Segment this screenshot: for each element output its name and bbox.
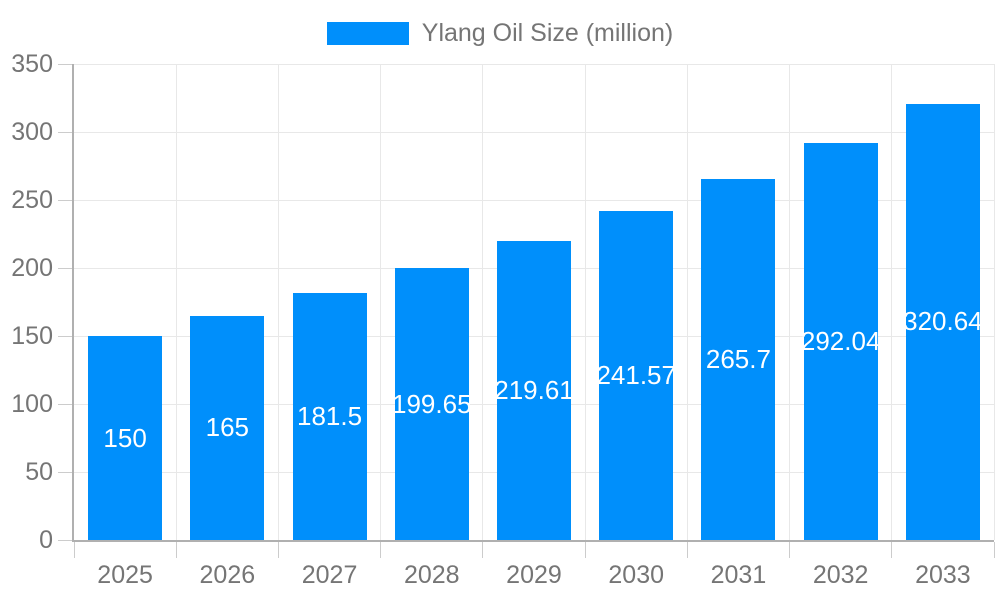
x-tick-label: 2030 [608,561,665,589]
x-tick-mark [482,542,484,558]
y-tick-label: 100 [11,390,53,418]
legend[interactable]: Ylang Oil Size (million) [0,20,1000,46]
bar-value-label: 265.7 [705,343,771,374]
x-tick-label: 2033 [915,561,971,589]
x-tick-mark [993,542,995,558]
v-gridline [891,64,893,540]
x-tick-mark [175,542,177,558]
bar-value-label: 199.65 [392,388,472,419]
y-tick-mark [58,471,74,473]
y-tick-label: 50 [25,458,53,486]
y-tick-label: 0 [39,526,53,554]
legend-label: Ylang Oil Size (million) [421,19,674,47]
bar-value-label: 165 [205,412,250,443]
y-tick-label: 350 [11,50,53,78]
bar-value-label: 150 [103,422,147,453]
bar-2028[interactable]: 199.65 [392,268,472,540]
bar-value-label: 320.64 [903,306,983,337]
x-tick-mark [73,542,75,558]
h-gridline [74,131,994,133]
y-tick-label: 300 [11,118,53,146]
legend-swatch [326,21,409,45]
bar-2025[interactable]: 150 [88,336,163,540]
v-gridline [482,64,484,540]
y-tick-label: 200 [11,254,53,282]
bar-2027[interactable]: 181.5 [292,293,367,540]
y-tick-mark [58,335,74,337]
y-tick-mark [58,199,74,201]
x-tick-label: 2032 [812,561,869,589]
x-tick-mark [686,542,688,558]
bar-value-label: 292.04 [800,325,881,356]
bar-value-label: 219.61 [494,375,574,406]
y-tick-label: 150 [11,322,53,350]
y-axis-line [72,64,74,542]
bar-2029[interactable]: 219.61 [494,241,574,540]
x-tick-mark [789,542,791,558]
bar-2032[interactable]: 292.04 [800,142,881,540]
h-gridline [74,63,994,65]
bar-value-label: 241.57 [596,360,676,391]
v-gridline [277,64,279,540]
y-tick-mark [58,63,74,65]
v-gridline [584,64,586,540]
bar-2031[interactable]: 265.7 [701,178,776,540]
v-gridline [175,64,177,540]
x-tick-label: 2029 [506,561,562,589]
x-tick-mark [277,542,279,558]
x-tick-label: 2027 [301,561,358,589]
v-gridline [686,64,688,540]
v-gridline [789,64,791,540]
x-tick-mark [584,542,586,558]
bar-2030[interactable]: 241.57 [596,211,676,540]
x-tick-mark [380,542,382,558]
v-gridline [380,64,382,540]
y-tick-mark [58,267,74,269]
y-tick-mark [58,131,74,133]
x-tick-mark [891,542,893,558]
v-gridline [993,64,995,540]
x-tick-label: 2026 [199,561,256,589]
x-tick-label: 2028 [403,561,460,589]
y-tick-mark [58,403,74,405]
x-tick-label: 2031 [710,561,767,589]
h-gridline [74,199,994,201]
x-axis-line [72,540,994,542]
bar-2026[interactable]: 165 [190,315,265,540]
y-tick-mark [58,539,74,541]
x-tick-label: 2025 [97,561,153,589]
y-tick-label: 250 [11,186,53,214]
bar-value-label: 181.5 [297,401,363,432]
bar-2033[interactable]: 320.64 [903,103,983,540]
